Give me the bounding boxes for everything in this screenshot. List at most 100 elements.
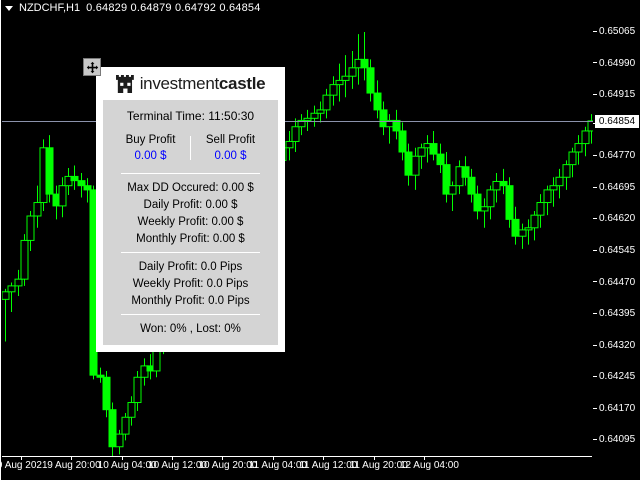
section-divider (121, 314, 260, 315)
candlestick-series (2, 32, 594, 456)
price-axis[interactable]: 0.64854 0.650650.649900.649150.648450.64… (593, 0, 640, 456)
candle-body (108, 409, 117, 448)
candle-body (127, 402, 136, 418)
candle-body (2, 291, 10, 300)
candle-body (461, 166, 470, 178)
buy-profit-label: Buy Profit (125, 134, 176, 146)
candle-body (392, 119, 401, 132)
candle-body (511, 218, 520, 237)
win-loss-stat: Won: 0% , Lost: 0% (140, 322, 241, 335)
candle-body (33, 202, 42, 217)
candle-body (7, 285, 16, 293)
time-tick-label: 10 Aug 12:00 (148, 460, 207, 471)
stat-row: Weekly Profit: 0.0 Pips (132, 277, 249, 290)
stat-row: Weekly Profit: 0.00 $ (137, 215, 244, 228)
candle-body (335, 79, 344, 86)
candle-body (467, 176, 476, 195)
candle-body (45, 147, 54, 195)
candle-body (322, 94, 331, 111)
candle-body (348, 67, 357, 77)
sell-profit-label: Sell Profit (205, 134, 256, 146)
time-tick-label: 9 Aug 2021 (0, 460, 48, 471)
sell-profit-value: 0.00 $ (214, 150, 247, 162)
stat-row: Max DD Occured: 0.00 $ (127, 181, 254, 194)
chevron-down-icon[interactable] (5, 5, 13, 11)
candle-body (58, 185, 67, 207)
chart-header: NZDCHF,H1 0.64829 0.64879 0.64792 0.6485… (1, 0, 261, 16)
candle-body (373, 92, 382, 111)
candle-body (417, 147, 426, 157)
candle-body (398, 130, 407, 153)
candle-body (379, 109, 388, 128)
candle-body (524, 227, 533, 231)
candle-body (518, 229, 527, 237)
candle-body (70, 175, 79, 182)
panel-body: Terminal Time: 11:50:30 Buy Profit 0.00 … (103, 100, 278, 345)
ohlc-values: 0.64829 0.64879 0.64792 0.64854 (86, 2, 261, 14)
panel-logo: investmentcastle (97, 68, 284, 100)
current-price-line (2, 120, 593, 122)
investment-castle-panel[interactable]: investmentcastle Terminal Time: 11:50:30… (97, 68, 284, 351)
time-axis[interactable]: 9 Aug 2021 9 Aug 20:00 10 Aug 04:00 10 Aug … (0, 456, 640, 480)
candle-body (448, 185, 457, 195)
candle-body (133, 376, 142, 404)
candle-body (492, 180, 501, 191)
price-tick: 0.64770 (593, 150, 640, 162)
candle-body (303, 117, 312, 121)
candle-body (316, 109, 325, 114)
axis-rule (2, 456, 592, 457)
pips-stats-list: Daily Profit: 0.0 Pips Weekly Profit: 0.0… (103, 258, 278, 309)
time-tick-label: 10 Aug 20:00 (198, 460, 258, 471)
price-tick: 0.64915 (593, 89, 640, 101)
candle-body (404, 151, 413, 176)
time-tick-mark (172, 456, 174, 460)
candle-body (499, 180, 508, 187)
section-divider (121, 173, 260, 174)
candle-body (574, 143, 583, 153)
candle-body (115, 433, 124, 448)
candle-body (568, 151, 577, 166)
current-price-label: 0.64854 (595, 114, 639, 128)
buy-profit-value: 0.00 $ (134, 150, 167, 162)
time-tick-mark (121, 456, 123, 460)
stat-row: Monthly Profit: 0.0 Pips (131, 294, 250, 307)
candle-body (341, 75, 350, 81)
candle-body (329, 84, 338, 96)
price-tick: 0.64320 (593, 340, 640, 352)
candle-body (20, 239, 29, 280)
stat-row: Daily Profit: 0.0 Pips (138, 260, 243, 273)
time-tick-mark (272, 456, 274, 460)
price-tick: 0.64695 (593, 182, 640, 194)
time-tick-mark (373, 456, 375, 460)
candle-body (530, 214, 539, 229)
time-tick-mark (71, 456, 73, 460)
stat-row: Monthly Profit: 0.00 $ (136, 232, 245, 245)
candle-body (543, 189, 552, 204)
price-tick: 0.64170 (593, 403, 640, 415)
price-tick: 0.64470 (593, 277, 640, 289)
candle-body (102, 376, 111, 411)
candle-body (411, 155, 420, 176)
price-tick: 0.64620 (593, 213, 640, 225)
time-tick-label: 12 Aug 04:00 (399, 460, 459, 471)
candle-body (77, 180, 86, 187)
profit-divider (190, 136, 191, 160)
time-tick-label: 9 Aug 20:00 (47, 460, 101, 471)
time-tick-label: 10 Aug 04:00 (97, 460, 157, 471)
brand-wordmark: investmentcastle (140, 74, 266, 94)
candle-body (297, 119, 306, 128)
section-divider (121, 252, 260, 253)
candle-body (436, 153, 445, 166)
move-arrows-icon (86, 61, 98, 73)
candle-body (14, 278, 23, 287)
candle-body (562, 164, 571, 178)
price-tick: 0.64245 (593, 371, 640, 383)
symbol-label: NZDCHF,H1 (19, 2, 81, 14)
price-tick: 0.64395 (593, 308, 640, 320)
time-tick-label: 11 Aug 12:00 (299, 460, 358, 471)
chart-plot-area[interactable] (2, 16, 594, 456)
panel-move-handle[interactable] (83, 58, 101, 76)
candle-body (140, 365, 149, 378)
candle-body (473, 193, 482, 212)
